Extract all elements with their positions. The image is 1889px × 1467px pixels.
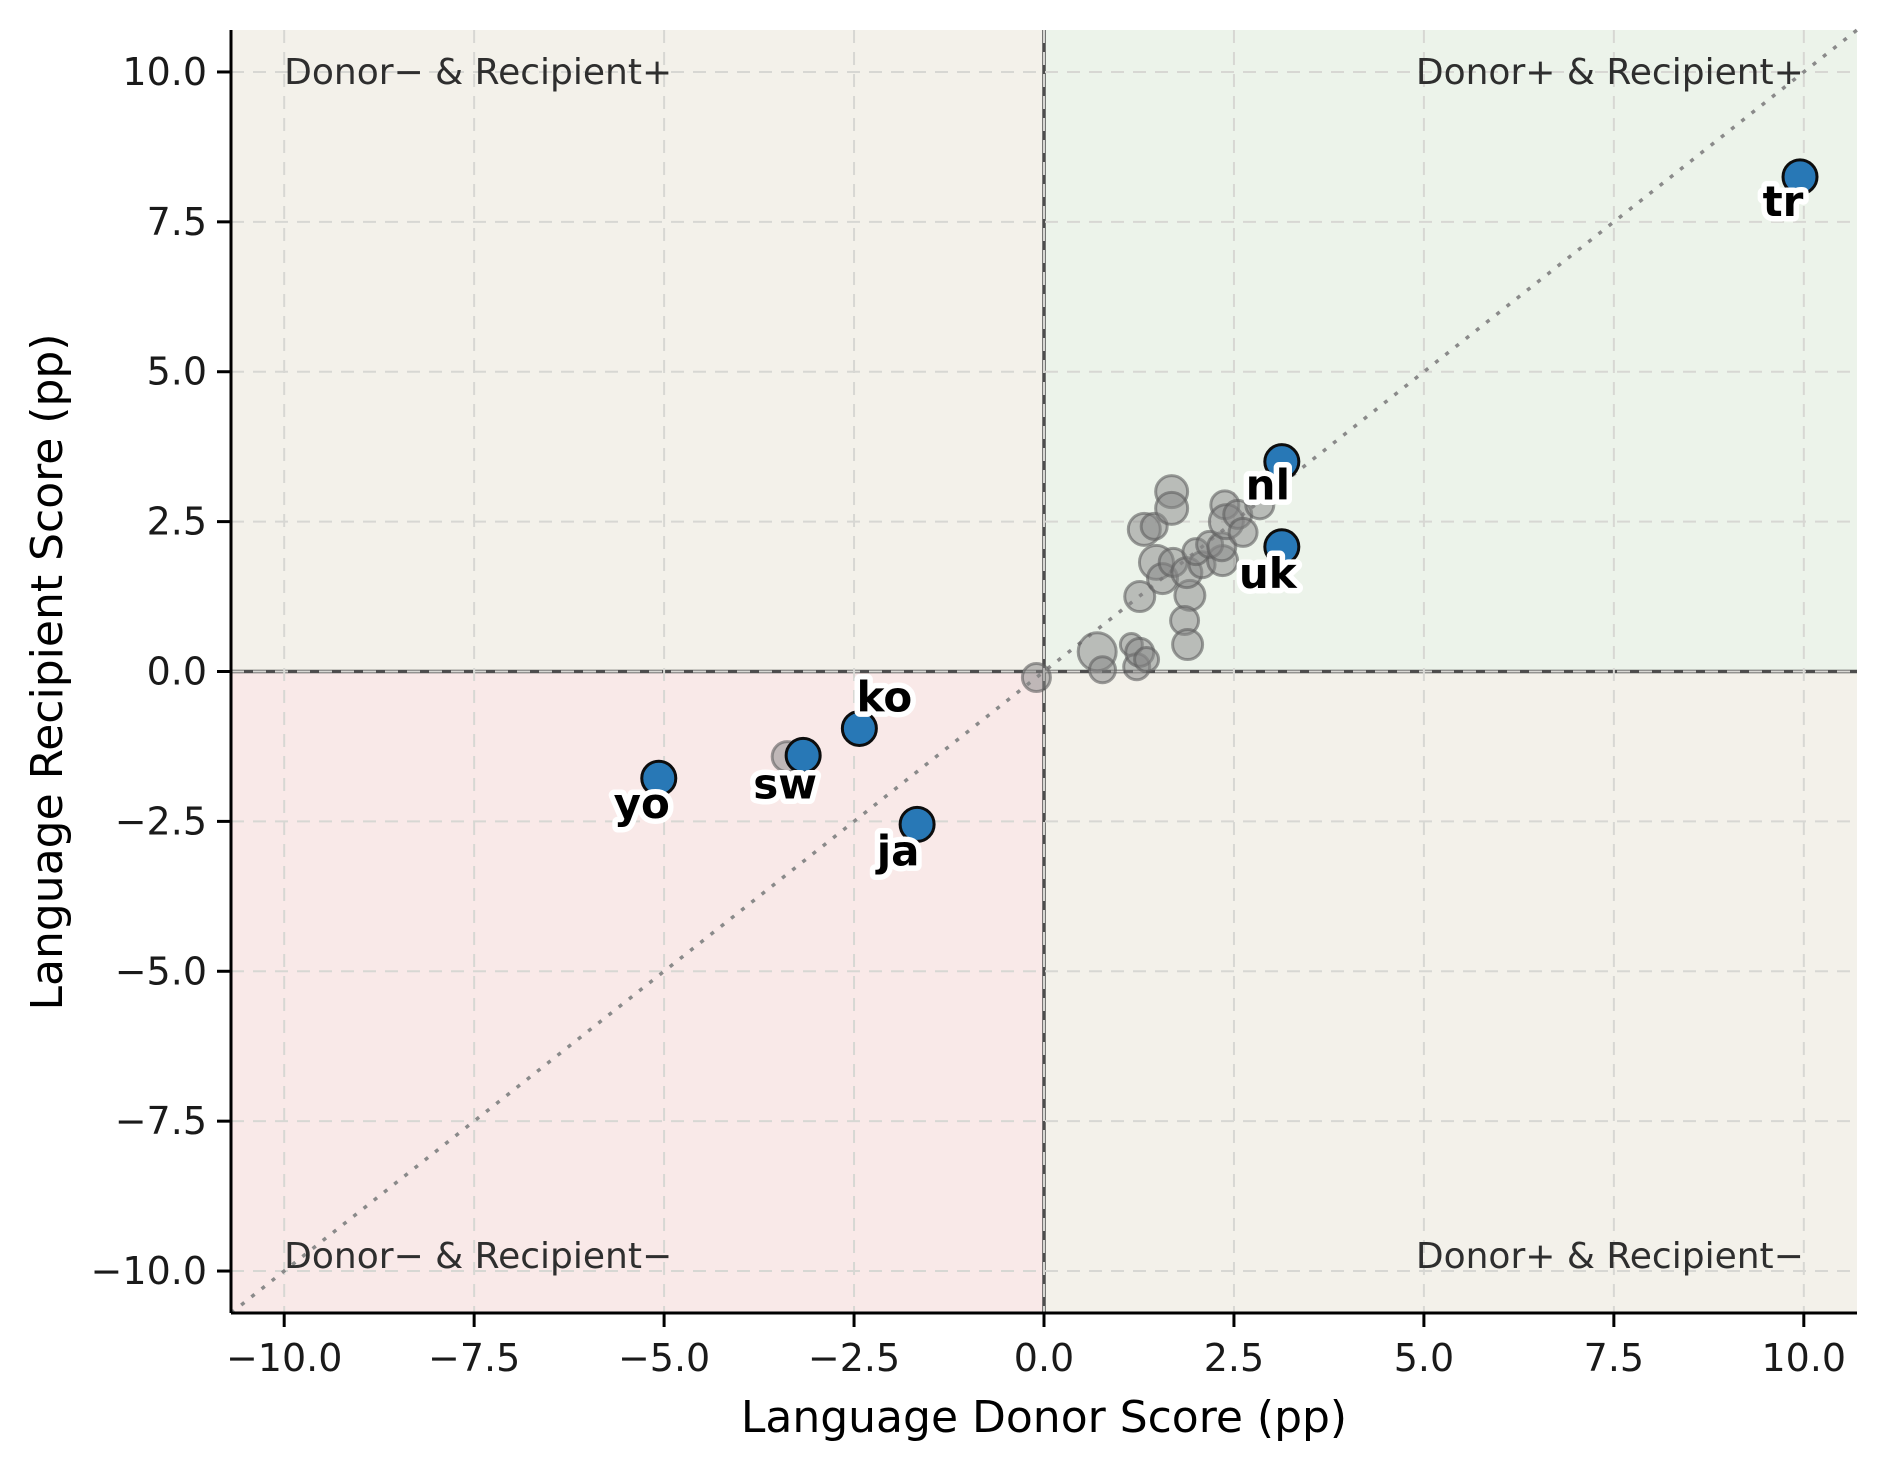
scatter-point-gray bbox=[1020, 661, 1052, 693]
scatter-point-gray bbox=[1133, 646, 1161, 674]
x-tick-label: 7.5 bbox=[1584, 1336, 1644, 1380]
scatter-point-nl bbox=[1263, 443, 1301, 481]
point-label-tr: tr bbox=[1763, 177, 1804, 226]
x-tick-label: 5.0 bbox=[1394, 1336, 1454, 1380]
scatter-point-ja bbox=[898, 805, 936, 843]
scatter-point-gray bbox=[1154, 490, 1190, 526]
x-tick-label: −5.0 bbox=[618, 1336, 710, 1380]
y-tick-label: −10.0 bbox=[91, 1249, 207, 1293]
axis-ticks: −10.0 −7.5 −5.0 −2.5 0.0 2.5 5.0 7.5 10.0 −10.0 −7… bbox=[91, 50, 1847, 1380]
quadrant-rect-top-left bbox=[231, 30, 1044, 672]
y-tick-label: 0.0 bbox=[147, 650, 207, 694]
quadrant-label-top-right: Donor+ & Recipient+ bbox=[1416, 52, 1804, 93]
y-tick-label: 10.0 bbox=[122, 50, 207, 94]
y-tick-label: −7.5 bbox=[115, 1099, 207, 1143]
quadrant-label-top-left: Donor− & Recipient+ bbox=[284, 52, 672, 93]
y-tick-label: 7.5 bbox=[147, 200, 207, 244]
highlighted-points bbox=[640, 158, 1819, 843]
point-label-nl: nl bbox=[1246, 461, 1290, 510]
x-tick-label: −10.0 bbox=[226, 1336, 342, 1380]
quadrant-rect-bottom-right bbox=[1044, 671, 1857, 1313]
scatter-point-sw bbox=[784, 736, 822, 774]
scatter-point-tr bbox=[1781, 158, 1819, 196]
x-tick-label: −2.5 bbox=[808, 1336, 900, 1380]
y-tick-label: 2.5 bbox=[147, 500, 207, 544]
x-tick-label: 2.5 bbox=[1204, 1336, 1264, 1380]
scatter-point-ko bbox=[840, 709, 878, 747]
scatter-point-gray bbox=[1123, 580, 1157, 614]
x-tick-label: −7.5 bbox=[428, 1336, 520, 1380]
point-label-sw: sw bbox=[753, 759, 817, 808]
gridlines bbox=[231, 30, 1857, 1313]
point-label-ja: ja bbox=[875, 826, 920, 875]
scatter-point-gray bbox=[1244, 489, 1276, 521]
x-tick-label: 0.0 bbox=[1014, 1336, 1074, 1380]
x-tick-label: 10.0 bbox=[1762, 1336, 1847, 1380]
scatter-point-uk bbox=[1263, 528, 1301, 566]
point-label-yo: yo bbox=[614, 779, 670, 828]
scatter-point-gray bbox=[1227, 516, 1259, 548]
quadrant-labels: Donor− & Recipient+ Donor+ & Recipient+ Do… bbox=[284, 52, 1804, 1277]
scatter-point-gray bbox=[1088, 655, 1118, 685]
y-axis-title: Language Recipient Score (pp) bbox=[22, 334, 73, 1011]
quadrant-label-bottom-right: Donor+ & Recipient− bbox=[1416, 1236, 1804, 1277]
quadrant-label-bottom-left: Donor− & Recipient− bbox=[284, 1236, 672, 1277]
y-tick-label: −2.5 bbox=[115, 799, 207, 843]
point-label-ko: ko bbox=[857, 672, 913, 721]
y-tick-label: −5.0 bbox=[115, 949, 207, 993]
x-axis-title: Language Donor Score (pp) bbox=[741, 1392, 1347, 1443]
scatter-point-gray bbox=[1171, 628, 1205, 662]
y-tick-label: 5.0 bbox=[147, 350, 207, 394]
point-label-uk: uk bbox=[1239, 549, 1298, 598]
scatter-point-yo bbox=[640, 759, 678, 797]
